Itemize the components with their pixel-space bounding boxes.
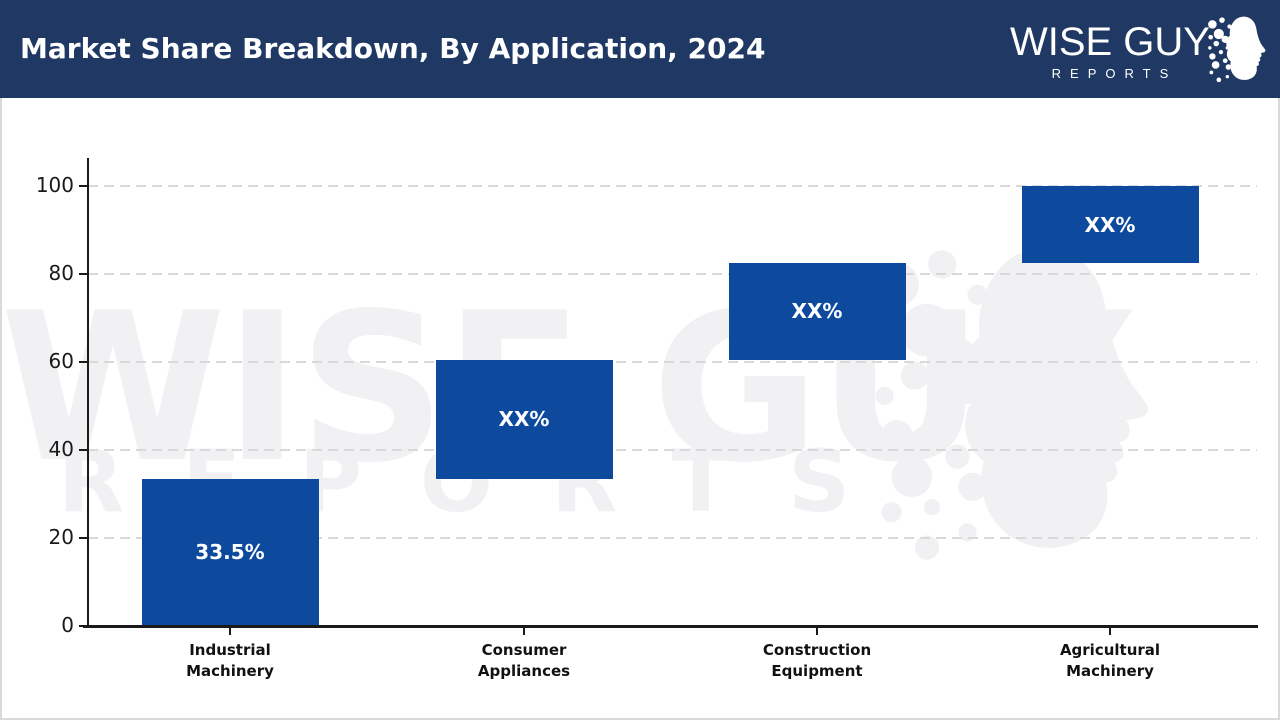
y-tick-label: 100: [35, 173, 74, 197]
y-tick-mark: [79, 537, 88, 539]
x-tick-mark: [229, 627, 231, 635]
logo-text: WISE GUY REPORTS: [1010, 20, 1210, 81]
bar-industrial-machinery: 33.5%: [141, 478, 319, 626]
x-tick-mark: [523, 627, 525, 635]
y-tick-label: 0: [61, 613, 74, 637]
y-tick-label: 20: [48, 525, 74, 549]
bar-consumer-appliances: XX%: [435, 359, 613, 479]
page-title: Market Share Breakdown, By Application, …: [20, 32, 766, 65]
y-tick-label: 80: [48, 261, 74, 285]
header-banner: Market Share Breakdown, By Application, …: [0, 0, 1280, 98]
x-category-label: Consumer Appliances: [477, 641, 571, 680]
bar-value-label: 33.5%: [195, 540, 265, 565]
bar-value-label: XX%: [498, 407, 550, 432]
logo-wordmark: WISE GUY: [1009, 19, 1210, 64]
bar-construction-equipment: XX%: [728, 263, 906, 360]
watermark-face-icon: [874, 247, 1148, 560]
x-category-label: Industrial Machinery: [186, 641, 274, 680]
y-tick-mark: [79, 185, 88, 187]
x-category-label: Agricultural Machinery: [1059, 641, 1161, 680]
bar-value-label: XX%: [1084, 212, 1136, 237]
bar-agricultural-machinery: XX%: [1021, 186, 1199, 263]
logo-sub-wordmark: REPORTS: [1051, 65, 1178, 81]
bar-value-label: XX%: [791, 299, 843, 324]
x-tick-mark: [1109, 627, 1111, 635]
x-category-label: Construction Equipment: [762, 641, 872, 680]
y-tick-mark: [79, 273, 88, 275]
y-tick-mark: [79, 625, 88, 627]
x-axis-line: [83, 625, 1258, 628]
logo-face-icon: [1208, 16, 1266, 83]
y-tick-mark: [79, 449, 88, 451]
wise-guy-reports-logo: WISE GUY REPORTS: [1010, 7, 1270, 93]
x-tick-mark: [816, 627, 818, 635]
y-tick-label: 40: [48, 437, 74, 461]
y-tick-mark: [79, 361, 88, 363]
y-tick-label: 60: [48, 349, 74, 373]
y-axis-line: [87, 158, 89, 627]
